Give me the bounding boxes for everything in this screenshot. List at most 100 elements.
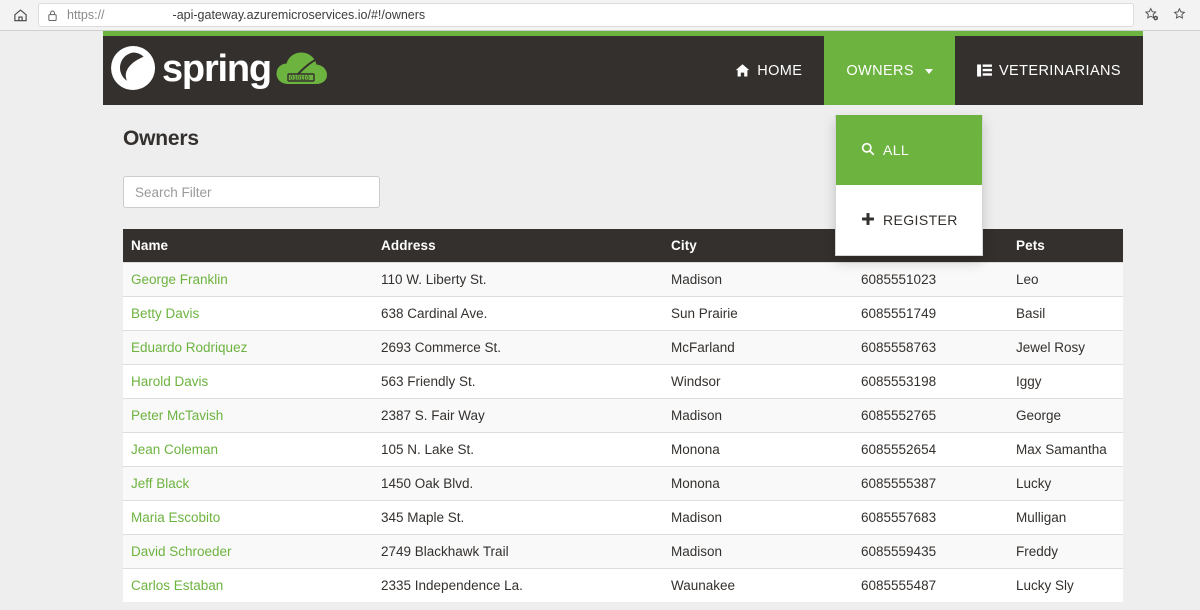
cell-city: Madison: [663, 534, 853, 569]
page-title: Owners: [123, 127, 199, 150]
table-row: Harold Davis 563 Friendly St. Windsor 60855…: [123, 364, 1123, 399]
owner-name-link[interactable]: Jeff Black: [131, 476, 190, 491]
cell-address: 1450 Oak Blvd.: [373, 466, 663, 501]
cell-city: Madison: [663, 262, 853, 297]
table-row: Carlos Estaban 2335 Independence La. Wauna…: [123, 568, 1123, 602]
nav-links: HOME OWNERS VETERINARIA: [713, 36, 1143, 105]
spring-leaf-icon: [108, 43, 158, 98]
collections-star-icon[interactable]: [1166, 2, 1194, 28]
cell-pets: Jewel Rosy: [1008, 330, 1123, 365]
cell-telephone: 6085558763: [853, 330, 1008, 365]
owner-name-link[interactable]: Peter McTavish: [131, 408, 224, 423]
cell-telephone: 6085557683: [853, 500, 1008, 535]
browser-actions: [1138, 2, 1194, 28]
cell-city: McFarland: [663, 330, 853, 365]
dropdown-item-all[interactable]: ALL: [836, 115, 982, 185]
cell-telephone: 6085551749: [853, 296, 1008, 331]
owners-table: Name Address City Telephone Pets George …: [123, 229, 1123, 602]
cell-address: 2387 S. Fair Way: [373, 398, 663, 433]
url-host: -api-gateway.azuremicroservices.io/#!/ow…: [172, 8, 426, 22]
spring-cloud-icon: 010110: [274, 49, 330, 96]
table-row: Betty Davis 638 Cardinal Ave. Sun Prairie 6…: [123, 296, 1123, 331]
table-row: Peter McTavish 2387 S. Fair Way Madison 608…: [123, 398, 1123, 433]
cell-address: 2335 Independence La.: [373, 568, 663, 602]
cell-name: Peter McTavish: [123, 398, 373, 433]
cell-address: 105 N. Lake St.: [373, 432, 663, 467]
search-icon: [861, 142, 875, 159]
column-header-address: Address: [373, 229, 663, 263]
brand-logo[interactable]: spring 010110: [103, 36, 330, 105]
nav-item-label: OWNERS: [846, 62, 914, 79]
owner-name-link[interactable]: Maria Escobito: [131, 510, 221, 525]
plus-icon: [861, 212, 875, 229]
chevron-down-icon: [924, 69, 933, 74]
table-row: Jeff Black 1450 Oak Blvd. Monona 6085555387…: [123, 466, 1123, 501]
browser-toolbar: https:// -api-gateway.azuremicroservices…: [0, 0, 1200, 31]
cell-name: Jeff Black: [123, 466, 373, 501]
cell-pets: Mulligan: [1008, 500, 1123, 535]
cell-city: Monona: [663, 466, 853, 501]
column-header-city: City: [663, 229, 853, 263]
owner-name-link[interactable]: Harold Davis: [131, 374, 209, 389]
search-input[interactable]: [123, 176, 380, 208]
list-icon: [977, 64, 992, 77]
cell-address: 345 Maple St.: [373, 500, 663, 535]
cell-pets: Lucky Sly: [1008, 568, 1123, 602]
dropdown-item-register[interactable]: REGISTER: [836, 185, 982, 255]
owner-name-link[interactable]: George Franklin: [131, 272, 228, 287]
cell-city: Madison: [663, 500, 853, 535]
dropdown-item-label: REGISTER: [883, 212, 958, 228]
main-navbar: spring 010110: [103, 31, 1143, 256]
cell-telephone: 6085559435: [853, 534, 1008, 569]
cell-name: Harold Davis: [123, 364, 373, 399]
cell-pets: Iggy: [1008, 364, 1123, 399]
owner-name-link[interactable]: Betty Davis: [131, 306, 200, 321]
owner-name-link[interactable]: Eduardo Rodriquez: [131, 340, 248, 355]
brand-wordmark: spring: [162, 48, 272, 90]
cell-name: David Schroeder: [123, 534, 373, 569]
column-header-name: Name: [123, 229, 373, 263]
table-row: David Schroeder 2749 Blackhawk Trail Madis…: [123, 534, 1123, 569]
cell-pets: Leo: [1008, 262, 1123, 297]
cell-city: Madison: [663, 398, 853, 433]
page-container: spring 010110: [103, 31, 1143, 602]
cell-city: Windsor: [663, 364, 853, 399]
cell-name: George Franklin: [123, 262, 373, 297]
nav-item-veterinarians[interactable]: VETERINARIANS: [955, 36, 1143, 105]
cell-name: Betty Davis: [123, 296, 373, 331]
nav-item-label: HOME: [757, 62, 803, 79]
cell-city: Monona: [663, 432, 853, 467]
cell-name: Carlos Estaban: [123, 568, 373, 602]
cell-name: Eduardo Rodriquez: [123, 330, 373, 365]
cell-address: 2693 Commerce St.: [373, 330, 663, 365]
cell-name: Jean Coleman: [123, 432, 373, 467]
nav-item-label: VETERINARIANS: [998, 62, 1121, 79]
nav-item-owners[interactable]: OWNERS: [824, 36, 955, 105]
cell-telephone: 6085552654: [853, 432, 1008, 467]
table-row: Maria Escobito 345 Maple St. Madison 608555…: [123, 500, 1123, 535]
lock-icon: [47, 9, 58, 22]
home-icon: [735, 63, 750, 78]
cell-name: Maria Escobito: [123, 500, 373, 535]
cell-pets: Freddy: [1008, 534, 1123, 569]
cell-telephone: 6085555487: [853, 568, 1008, 602]
table-body: George Franklin 110 W. Liberty St. Madison…: [123, 262, 1123, 602]
cell-city: Waunakee: [663, 568, 853, 602]
owner-name-link[interactable]: Jean Coleman: [131, 442, 219, 457]
owner-name-link[interactable]: Carlos Estaban: [131, 578, 224, 593]
owners-dropdown-menu: ALL REGISTER: [835, 115, 983, 256]
cell-city: Sun Prairie: [663, 296, 853, 331]
table-row: Jean Coleman 105 N. Lake St. Monona 6085552…: [123, 432, 1123, 467]
page-viewport: spring 010110: [0, 31, 1200, 610]
cell-pets: George: [1008, 398, 1123, 433]
cell-address: 638 Cardinal Ave.: [373, 296, 663, 331]
table-row: George Franklin 110 W. Liberty St. Madison…: [123, 262, 1123, 297]
cell-pets: Max Samantha: [1008, 432, 1123, 467]
address-bar[interactable]: https:// -api-gateway.azuremicroservices…: [38, 3, 1134, 27]
favorite-star-icon[interactable]: [1138, 2, 1166, 28]
home-icon[interactable]: [6, 2, 34, 28]
owner-name-link[interactable]: David Schroeder: [131, 544, 232, 559]
cell-address: 2749 Blackhawk Trail: [373, 534, 663, 569]
nav-item-home[interactable]: HOME: [713, 36, 824, 105]
cell-telephone: 6085552765: [853, 398, 1008, 433]
